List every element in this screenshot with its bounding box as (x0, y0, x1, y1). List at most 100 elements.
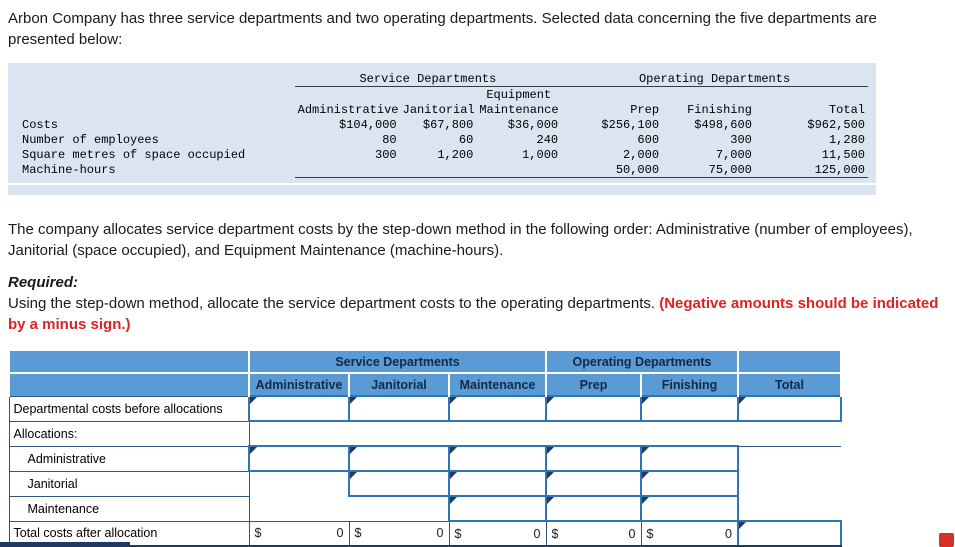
cell-corner-marker-icon (642, 397, 649, 404)
input-before-finishing[interactable] (640, 395, 739, 422)
data-cell: $67,800 (422, 117, 474, 132)
row-label-maintenance: Maintenance (8, 495, 250, 522)
group-header-row: Service Departments Operating Department… (8, 71, 868, 87)
input-before-prep[interactable] (545, 395, 642, 422)
required-text: Using the step-down method, allocate the… (8, 295, 660, 312)
required-heading: Required: (8, 274, 79, 291)
currency-symbol: $ (646, 526, 654, 541)
required-warning: (Negative amounts should be indicated by… (8, 295, 939, 333)
input-administrative-prep[interactable] (545, 445, 642, 472)
table-row-allocations-heading: Allocations: (8, 420, 841, 447)
col-header-total: Total (737, 372, 842, 396)
row-label: Number of employees (22, 132, 159, 147)
data-cell (399, 162, 477, 178)
table-row-total-after-allocation: Total costs after allocation $0 $0 $0 $0… (8, 520, 842, 547)
data-cell (476, 162, 562, 178)
intro-paragraph: Arbon Company has three service departme… (8, 10, 877, 48)
input-administrative-janitorial[interactable] (348, 445, 450, 472)
table-row-janitorial-allocation: Janitorial (8, 470, 841, 497)
row-label: Square metres of space occupied (22, 147, 246, 162)
total-finishing: $0 (640, 520, 739, 547)
input-before-maintenance[interactable] (448, 395, 547, 422)
input-administrative-maintenance[interactable] (448, 445, 547, 472)
equipment-label: Equipment (486, 87, 552, 102)
answer-group-header-row: Service Departments Operating Department… (8, 349, 842, 374)
total-administrative: $0 (248, 520, 350, 547)
input-janitorial-janitorial[interactable] (348, 470, 450, 497)
input-administrative-finishing[interactable] (640, 445, 739, 472)
input-maintenance-finishing[interactable] (640, 495, 739, 522)
input-janitorial-maintenance[interactable] (448, 470, 547, 497)
col-header-janitorial: Janitorial (402, 102, 475, 117)
cell-corner-marker-icon (547, 472, 554, 479)
total-janitorial: $0 (348, 520, 450, 547)
col-header-administrative: Administrative (297, 102, 399, 117)
table-row-before-allocations: Departmental costs before allocations (8, 395, 842, 422)
service-departments-header: Service Departments (248, 349, 547, 374)
cell-corner-marker-icon (450, 447, 457, 454)
currency-symbol: $ (254, 526, 262, 541)
blank-header (737, 349, 842, 374)
answer-table: Service Departments Operating Department… (8, 349, 842, 547)
cell-corner-marker-icon (642, 497, 649, 504)
currency-symbol: $ (354, 526, 362, 541)
col-header-finishing: Finishing (640, 372, 739, 396)
data-cell: $962,500 (807, 117, 865, 132)
row-label: Costs (22, 117, 59, 132)
cell-corner-marker-icon (350, 447, 357, 454)
data-cell: 75,000 (662, 162, 755, 178)
total-value: 0 (533, 526, 541, 541)
data-cell: 1,280 (828, 132, 865, 147)
cell-corner-marker-icon (350, 472, 357, 479)
data-cell: 60 (458, 132, 474, 147)
currency-symbol: $ (551, 526, 559, 541)
total-prep: $0 (545, 520, 642, 547)
empty-cell (738, 446, 841, 471)
cell-corner-marker-icon (547, 397, 554, 404)
cell-corner-marker-icon (642, 472, 649, 479)
cell-corner-marker-icon (450, 472, 457, 479)
cell-corner-marker-icon (450, 497, 457, 504)
cell-corner-marker-icon (350, 397, 357, 404)
operating-departments-group-header: Operating Departments (561, 71, 868, 87)
input-janitorial-prep[interactable] (545, 470, 642, 497)
data-cell: $498,600 (694, 117, 752, 132)
source-data-table: Service Departments Operating Department… (8, 71, 868, 178)
input-janitorial-finishing[interactable] (640, 470, 739, 497)
data-cell: 300 (730, 132, 752, 147)
input-administrative-administrative[interactable] (248, 445, 350, 472)
input-before-janitorial[interactable] (348, 395, 450, 422)
input-maintenance-maintenance[interactable] (448, 495, 547, 522)
input-total-total[interactable] (737, 520, 842, 547)
answer-column-header-row: Administrative Janitorial Maintenance Pr… (8, 372, 842, 396)
col-header-total: Total (828, 102, 865, 117)
row-label: Machine-hours (22, 162, 116, 177)
col-header-prep: Prep (630, 102, 660, 117)
table-row-maintenance-allocation: Maintenance (8, 495, 841, 522)
column-header-row: Administrative Janitorial Maintenance Pr… (8, 102, 868, 117)
row-label-administrative: Administrative (8, 445, 250, 472)
data-cell: 50,000 (561, 162, 663, 178)
table-row-administrative-allocation: Administrative (8, 445, 841, 472)
blank-header (8, 372, 250, 396)
data-cell: 2,000 (623, 147, 660, 162)
equipment-header-row: Equipment (8, 87, 868, 103)
col-header-administrative: Administrative (248, 372, 350, 396)
empty-cell (738, 471, 841, 496)
data-cell: 125,000 (754, 162, 868, 178)
cell-corner-marker-icon (547, 497, 554, 504)
input-before-total[interactable] (737, 395, 842, 422)
row-label-allocations: Allocations: (8, 420, 250, 447)
cell-corner-marker-icon (547, 447, 554, 454)
cell-corner-marker-icon (642, 447, 649, 454)
table-row-space: Square metres of space occupied 300 1,20… (8, 147, 868, 162)
input-before-administrative[interactable] (248, 395, 350, 422)
blank-header (8, 349, 250, 374)
total-value: 0 (725, 526, 732, 541)
source-data-exhibit: Service Departments Operating Department… (8, 63, 876, 183)
input-maintenance-prep[interactable] (545, 495, 642, 522)
empty-cell (249, 471, 349, 496)
col-header-finishing: Finishing (687, 102, 752, 117)
total-value: 0 (436, 526, 444, 541)
exhibit-footer-strip (8, 185, 876, 195)
